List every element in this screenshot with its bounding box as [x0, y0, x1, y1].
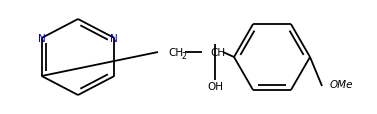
Text: N: N — [38, 34, 46, 44]
Text: OH: OH — [207, 81, 223, 91]
Text: CH: CH — [168, 48, 183, 57]
Text: OMe: OMe — [330, 79, 354, 89]
Text: 2: 2 — [181, 52, 186, 61]
Text: CH: CH — [210, 48, 225, 57]
Text: N: N — [110, 34, 118, 44]
